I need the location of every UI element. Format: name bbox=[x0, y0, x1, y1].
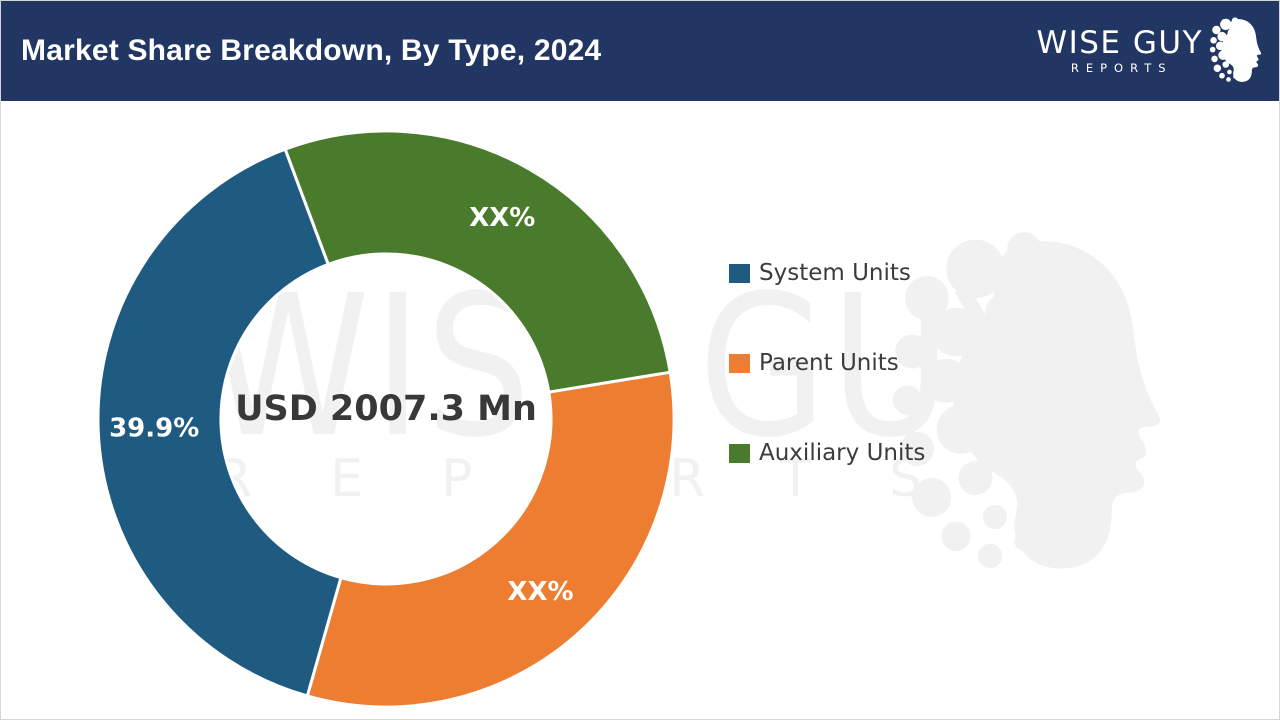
legend-item-system-units: System Units bbox=[729, 258, 925, 288]
wise-guy-logo: WISE GUY REPORTS bbox=[1036, 16, 1265, 86]
chart-center-value: USD 2007.3 Mn bbox=[235, 389, 537, 429]
donut-segment-parent-units bbox=[305, 370, 676, 709]
logo-line-reports: REPORTS bbox=[1070, 60, 1173, 75]
chart-legend: System Units Parent Units Auxiliary Units bbox=[729, 258, 925, 528]
legend-marker bbox=[729, 443, 750, 463]
logo-line-wiseguy: WISE GUY bbox=[1036, 24, 1203, 61]
page-title: Market Share Breakdown, By Type, 2024 bbox=[21, 34, 602, 67]
legend-marker bbox=[729, 353, 750, 373]
donut-segment-system-units bbox=[96, 147, 343, 698]
legend-marker bbox=[729, 263, 750, 283]
logo-text: WISE GUY REPORTS bbox=[1036, 24, 1203, 75]
legend-item-auxiliary-units: Auxiliary Units bbox=[729, 438, 925, 468]
legend-item-parent-units: Parent Units bbox=[729, 348, 925, 378]
logo-face-icon bbox=[1207, 16, 1265, 86]
segment-label: XX% bbox=[469, 203, 535, 233]
legend-label: System Units bbox=[759, 259, 911, 286]
header: Market Share Breakdown, By Type, 2024 WI… bbox=[1, 1, 1279, 101]
legend-label: Auxiliary Units bbox=[759, 439, 926, 466]
segment-label: XX% bbox=[507, 577, 573, 607]
legend-label: Parent Units bbox=[759, 349, 899, 376]
donut-segment-auxiliary-units bbox=[283, 129, 672, 394]
segment-label: 39.9% bbox=[109, 413, 199, 443]
